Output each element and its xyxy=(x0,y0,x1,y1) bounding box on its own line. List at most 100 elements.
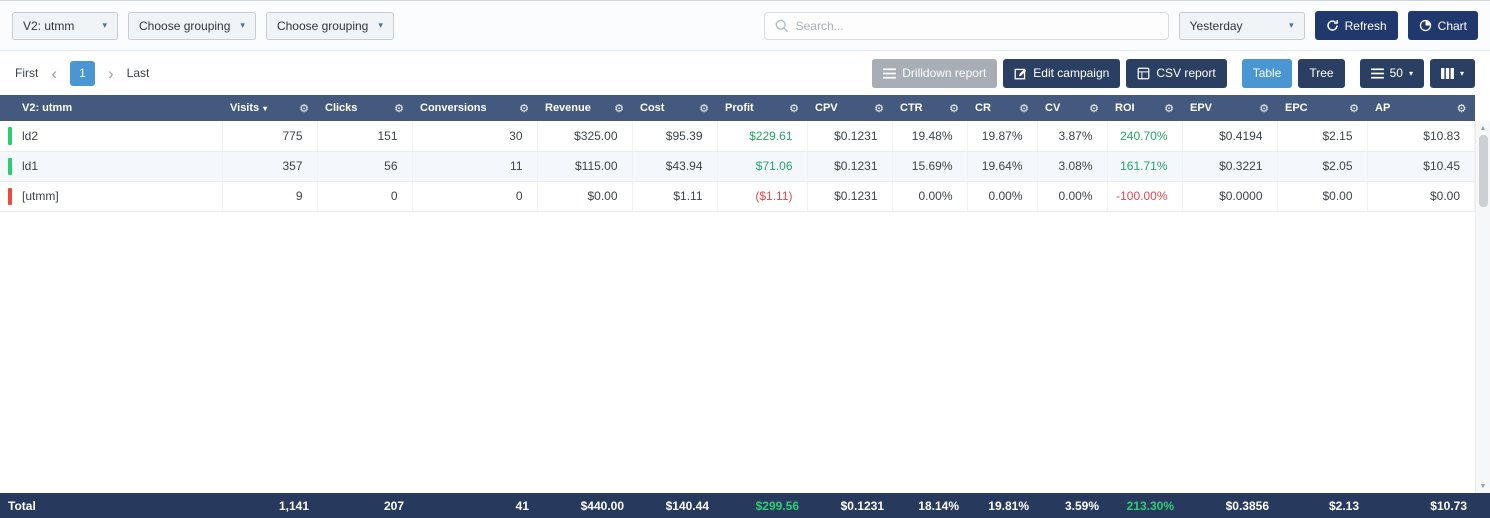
cell-cost: $1.11 xyxy=(632,181,718,212)
tree-view-toggle[interactable]: Tree xyxy=(1298,58,1345,88)
gear-icon[interactable]: ⚙ xyxy=(789,102,799,115)
scrollbar-thumb[interactable] xyxy=(1478,135,1488,207)
column-header-epc[interactable]: EPC ⚙ xyxy=(1277,95,1367,121)
column-header-epv[interactable]: EPV ⚙ xyxy=(1182,95,1277,121)
refresh-button[interactable]: Refresh xyxy=(1314,11,1398,40)
scrollbar[interactable]: ▲ ▼ xyxy=(1475,121,1490,493)
pagination-page-1[interactable]: 1 xyxy=(70,60,95,86)
cell-epc: $2.15 xyxy=(1277,121,1368,152)
column-header-name[interactable]: V2: utmm xyxy=(0,95,222,121)
column-label: Visits xyxy=(230,102,260,114)
cell-epc: $2.05 xyxy=(1277,151,1368,182)
cell-conversions: 11 xyxy=(412,151,538,182)
column-label: EPC xyxy=(1285,102,1308,114)
column-header-clicks[interactable]: Clicks ⚙ xyxy=(317,95,412,121)
total-table: Total 1,141 207 41 $440.00 $140.44 $299.56 $0.… xyxy=(0,493,1475,518)
list-icon xyxy=(883,67,897,79)
name-column-label: V2: utmm xyxy=(22,102,73,114)
cell-ctr: 15.69% xyxy=(892,151,968,182)
grouping-select-1[interactable]: Choose grouping ▾ xyxy=(128,11,256,40)
total-cell-profit: $299.56 xyxy=(755,498,799,513)
column-header-revenue[interactable]: Revenue ⚙ xyxy=(537,95,632,121)
table-row[interactable]: ld1 357 56 11 $115.00 $43.94 $71.06 $0.1231 15.6… xyxy=(0,151,1475,182)
column-label: CR xyxy=(975,102,991,114)
column-label: Cost xyxy=(640,102,665,114)
edit-campaign-button[interactable]: Edit campaign xyxy=(1003,58,1121,88)
page-size-button[interactable]: 50 ▾ xyxy=(1359,58,1424,88)
pagination-last[interactable]: Last xyxy=(126,66,150,80)
row-name: [utmm] xyxy=(22,189,59,203)
column-header-cost[interactable]: Cost ⚙ xyxy=(632,95,717,121)
cell-cr: 19.87% xyxy=(967,121,1038,152)
columns-button[interactable]: ▾ xyxy=(1429,58,1475,88)
gear-icon[interactable]: ⚙ xyxy=(394,102,404,115)
gear-icon[interactable]: ⚙ xyxy=(299,102,309,115)
gear-icon[interactable]: ⚙ xyxy=(1019,102,1029,115)
cell-profit: $71.06 xyxy=(717,151,808,182)
gear-icon[interactable]: ⚙ xyxy=(1349,102,1359,115)
search-input[interactable] xyxy=(795,12,1158,39)
chart-button[interactable]: Chart xyxy=(1407,11,1478,40)
column-header-conversions[interactable]: Conversions ⚙ xyxy=(412,95,537,121)
column-header-ap[interactable]: AP ⚙ xyxy=(1367,95,1475,121)
tree-view-label: Tree xyxy=(1309,66,1334,80)
row-name-cell[interactable]: ld2 xyxy=(0,121,223,152)
column-label: CPV xyxy=(815,102,838,114)
pagination-next-icon[interactable]: › xyxy=(108,63,114,83)
column-header-ctr[interactable]: CTR ⚙ xyxy=(892,95,967,121)
gear-icon[interactable]: ⚙ xyxy=(949,102,959,115)
pagination-prev-icon[interactable]: ‹ xyxy=(51,63,57,83)
row-name-cell[interactable]: [utmm] xyxy=(0,181,223,212)
chevron-down-icon: ▾ xyxy=(1408,68,1413,78)
scroll-up-icon[interactable]: ▲ xyxy=(1479,125,1487,132)
date-range-select[interactable]: Yesterday ▾ xyxy=(1178,11,1305,40)
column-label: Profit xyxy=(725,102,754,114)
csv-report-label: CSV report xyxy=(1156,66,1216,80)
scroll-down-icon[interactable]: ▼ xyxy=(1479,483,1487,490)
gear-icon[interactable]: ⚙ xyxy=(519,102,529,115)
csv-report-button[interactable]: CSV report xyxy=(1126,58,1227,88)
cell-cv: 3.08% xyxy=(1037,151,1108,182)
grouping-select-2-value: Choose grouping xyxy=(276,18,369,33)
column-header-visits[interactable]: Visits ▾ ⚙ xyxy=(222,95,317,121)
cell-clicks: 151 xyxy=(317,121,413,152)
gear-icon[interactable]: ⚙ xyxy=(1259,102,1269,115)
column-label: CTR xyxy=(900,102,923,114)
cell-roi: -100.00% xyxy=(1107,181,1183,212)
column-header-cv[interactable]: CV ⚙ xyxy=(1037,95,1107,121)
table-view-label: Table xyxy=(1252,66,1282,80)
table-header-row: V2: utmm Visits ▾ ⚙ Clicks ⚙ Conversions ⚙ Reve… xyxy=(0,95,1475,121)
column-header-roi[interactable]: ROI ⚙ xyxy=(1107,95,1182,121)
gear-icon[interactable]: ⚙ xyxy=(1089,102,1099,115)
grouping-select-2[interactable]: Choose grouping ▾ xyxy=(265,11,394,40)
table-row[interactable]: ld2 775 151 30 $325.00 $95.39 $229.61 $0.1231 19… xyxy=(0,121,1475,152)
hamburger-icon xyxy=(1370,67,1384,79)
cell-ap: $10.45 xyxy=(1367,151,1475,182)
chevron-down-icon: ▾ xyxy=(240,20,245,30)
drilldown-report-label: Drilldown report xyxy=(902,66,987,80)
refresh-icon xyxy=(1326,19,1338,31)
gear-icon[interactable]: ⚙ xyxy=(1164,102,1174,115)
row-name: ld2 xyxy=(22,128,39,143)
campaign-select[interactable]: V2: utmm ▾ xyxy=(12,11,118,40)
gear-icon[interactable]: ⚙ xyxy=(614,102,624,115)
column-header-cpv[interactable]: CPV ⚙ xyxy=(807,95,892,121)
total-cell-revenue: $440.00 xyxy=(580,498,624,513)
cell-profit: ($1.11) xyxy=(717,181,808,212)
total-cell-ctr: 18.14% xyxy=(918,498,959,513)
column-header-cr[interactable]: CR ⚙ xyxy=(967,95,1037,121)
pagination-first[interactable]: First xyxy=(15,66,39,80)
gear-icon[interactable]: ⚙ xyxy=(1456,102,1467,115)
gear-icon[interactable]: ⚙ xyxy=(874,102,884,115)
table-view-toggle[interactable]: Table xyxy=(1241,58,1293,88)
cell-clicks: 0 xyxy=(317,181,413,212)
row-name: ld1 xyxy=(22,159,39,173)
row-name-cell[interactable]: ld1 xyxy=(0,151,223,182)
search-icon xyxy=(775,19,788,32)
column-header-profit[interactable]: Profit ⚙ xyxy=(717,95,807,121)
gear-icon[interactable]: ⚙ xyxy=(699,102,709,115)
table-row[interactable]: [utmm] 9 0 0 $0.00 $1.11 ($1.11) $0.1231 0.00% 0.… xyxy=(0,181,1475,212)
total-cell-cost: $140.44 xyxy=(665,498,709,513)
drilldown-report-button[interactable]: Drilldown report xyxy=(872,58,998,88)
total-cell-cpv: $0.1231 xyxy=(840,498,884,513)
